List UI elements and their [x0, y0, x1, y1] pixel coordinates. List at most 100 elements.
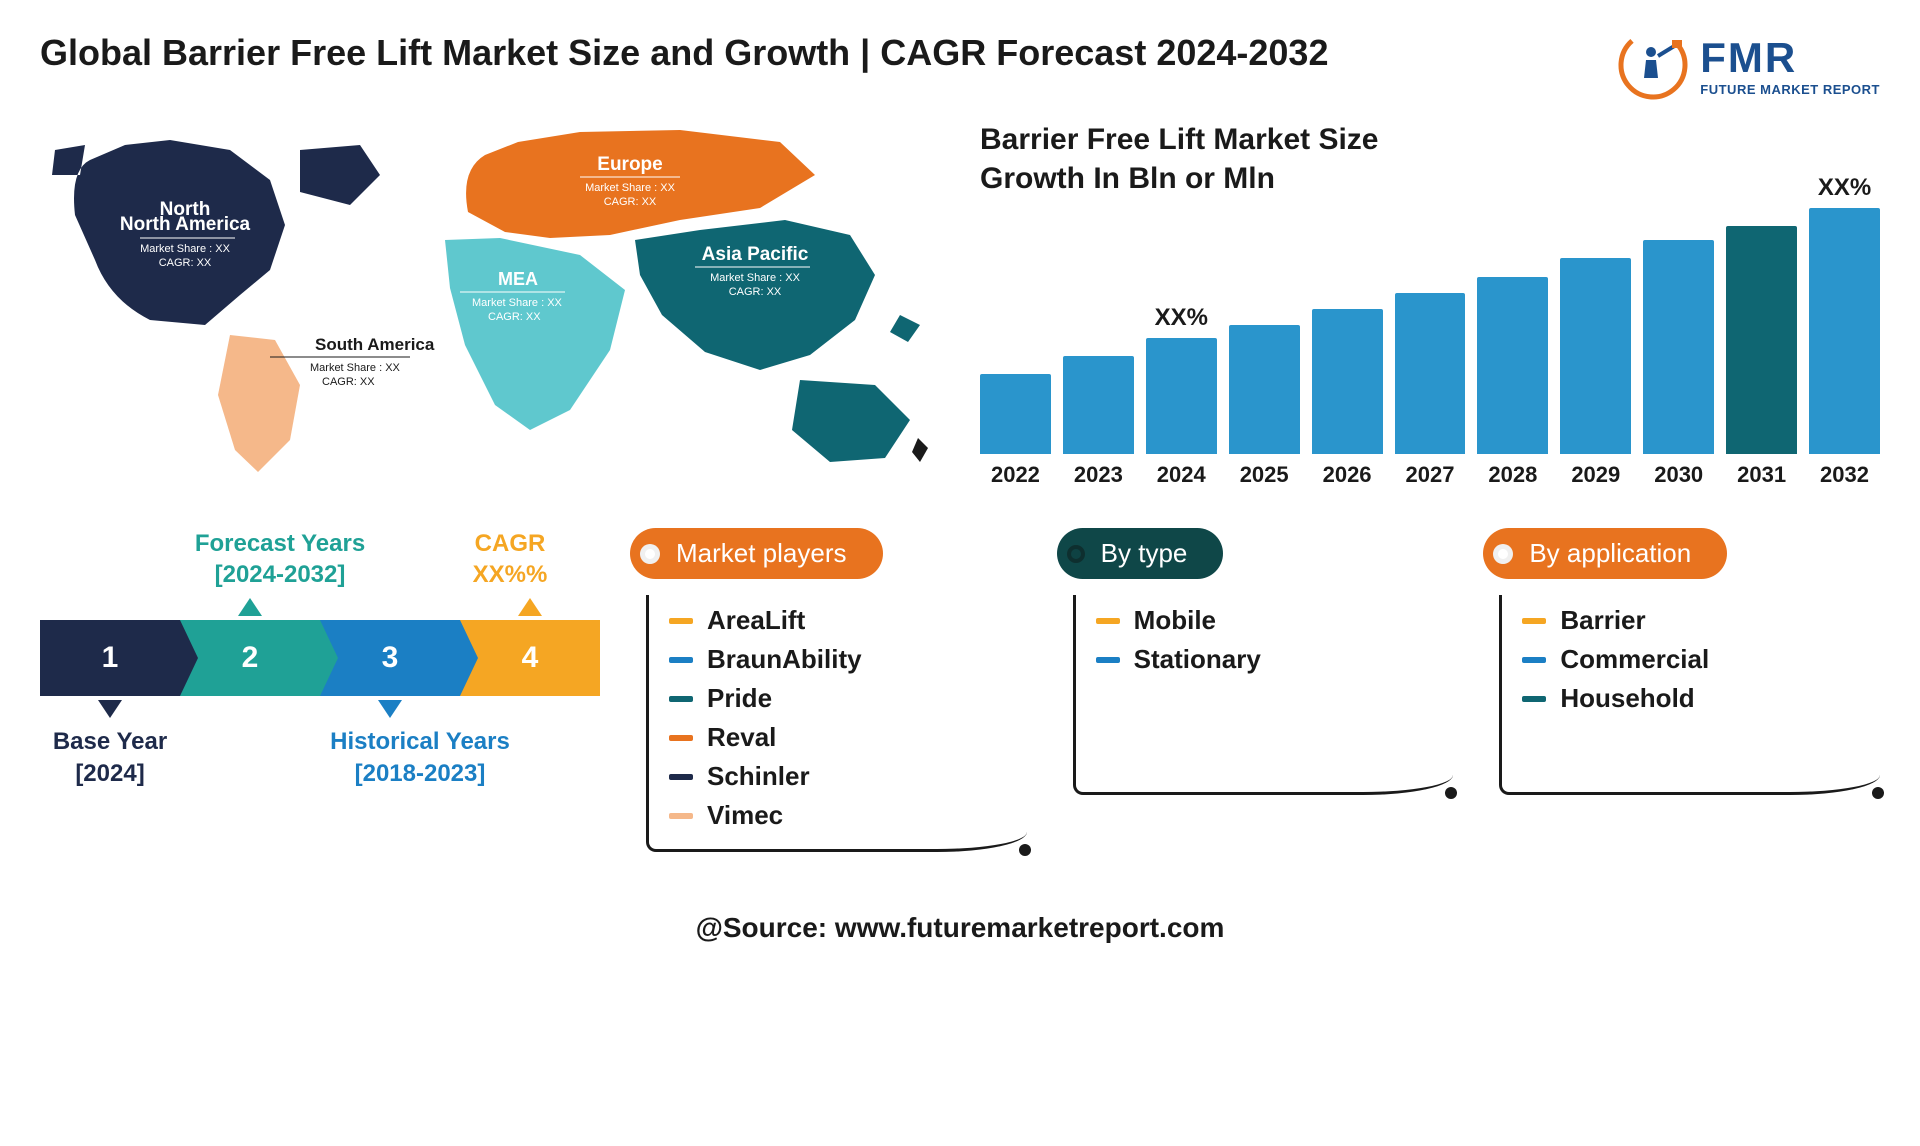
- logo: FMR FUTURE MARKET REPORT: [1618, 30, 1880, 100]
- bar-2025: 2025: [1229, 325, 1300, 488]
- svg-text:Market Share : XX: Market Share : XX: [710, 272, 801, 284]
- list-item: Schinler: [669, 757, 1027, 796]
- list-item: Mobile: [1096, 601, 1454, 640]
- bar-year-label: 2029: [1571, 462, 1620, 488]
- world-map: North America North Market Share : XX CA…: [40, 120, 940, 480]
- page-title: Global Barrier Free Lift Market Size and…: [40, 30, 1328, 77]
- cagr-label: CAGRXX%%: [450, 528, 570, 590]
- svg-text:North: North: [160, 199, 211, 220]
- logo-icon: [1618, 30, 1688, 100]
- bar: [1229, 325, 1300, 454]
- base-year-label: Base Year[2024]: [40, 726, 180, 788]
- list-item-label: Reval: [707, 722, 776, 753]
- bar: [980, 374, 1051, 454]
- by-type-section: By type Mobile Stationary: [1057, 528, 1454, 795]
- bar-2031: 2031: [1726, 226, 1797, 488]
- bar-2028: 2028: [1477, 277, 1548, 488]
- historical-label: Historical Years[2018-2023]: [320, 726, 520, 788]
- list-item: Stationary: [1096, 640, 1454, 679]
- list-dash-icon: [669, 657, 693, 663]
- svg-text:CAGR: XX: CAGR: XX: [159, 257, 212, 269]
- timeline-segment-2: 2: [180, 620, 320, 696]
- list-item-label: Stationary: [1134, 644, 1261, 675]
- list-item-label: BraunAbility: [707, 644, 862, 675]
- svg-text:CAGR: XX: CAGR: XX: [604, 196, 657, 208]
- bar-annotation: XX%: [1155, 304, 1208, 332]
- list-item: Vimec: [669, 796, 1027, 835]
- list-dash-icon: [1522, 618, 1546, 624]
- bar-2027: 2027: [1395, 293, 1466, 488]
- bar: [1726, 226, 1797, 454]
- application-pill: By application: [1483, 528, 1727, 579]
- list-dash-icon: [669, 813, 693, 819]
- bar-chart: Barrier Free Lift Market Size Growth In …: [980, 120, 1880, 488]
- bar-year-label: 2022: [991, 462, 1040, 488]
- bar-2029: 2029: [1560, 258, 1631, 488]
- bar-year-label: 2024: [1157, 462, 1206, 488]
- bar-year-label: 2023: [1074, 462, 1123, 488]
- svg-text:CAGR: XX: CAGR: XX: [729, 286, 782, 298]
- bar-annotation: XX%: [1818, 174, 1871, 202]
- bar: [1477, 277, 1548, 454]
- bar-year-label: 2031: [1737, 462, 1786, 488]
- svg-text:CAGR: XX: CAGR: XX: [322, 376, 375, 388]
- list-item-label: Vimec: [707, 800, 783, 831]
- timeline-segment-1: 1: [40, 620, 180, 696]
- source-attribution: @Source: www.futuremarketreport.com: [40, 912, 1880, 944]
- list-dash-icon: [1096, 657, 1120, 663]
- chart-title: Barrier Free Lift Market Size Growth In …: [980, 120, 1380, 198]
- bar-2023: 2023: [1063, 356, 1134, 488]
- map-label-ap: Asia Pacific: [702, 244, 809, 265]
- bar: [1063, 356, 1134, 454]
- list-item-label: Schinler: [707, 761, 810, 792]
- timeline-segment-3: 3: [320, 620, 460, 696]
- list-item-label: Barrier: [1560, 605, 1645, 636]
- bar-year-label: 2030: [1654, 462, 1703, 488]
- svg-text:Market Share : XX: Market Share : XX: [310, 362, 401, 374]
- bar: [1146, 338, 1217, 454]
- list-dash-icon: [669, 618, 693, 624]
- list-item-label: Commercial: [1560, 644, 1709, 675]
- bar: [1395, 293, 1466, 454]
- bar-year-label: 2028: [1488, 462, 1537, 488]
- map-label-sa: South America: [315, 335, 435, 354]
- list-item-label: Household: [1560, 683, 1694, 714]
- svg-text:CAGR: XX: CAGR: XX: [488, 311, 541, 323]
- market-players-section: Market players AreaLift BraunAbility Pride…: [630, 528, 1027, 852]
- by-application-section: By application Barrier Commercial Househol…: [1483, 528, 1880, 795]
- list-dash-icon: [1522, 657, 1546, 663]
- bar-2022: 2022: [980, 374, 1051, 488]
- list-item: BraunAbility: [669, 640, 1027, 679]
- list-item: Household: [1522, 679, 1880, 718]
- svg-text:Market Share : XX: Market Share : XX: [472, 297, 563, 309]
- bar: [1312, 309, 1383, 454]
- bar-year-label: 2025: [1240, 462, 1289, 488]
- list-item: Pride: [669, 679, 1027, 718]
- map-label-mea: MEA: [498, 269, 538, 289]
- bar-2026: 2026: [1312, 309, 1383, 488]
- list-dash-icon: [669, 774, 693, 780]
- type-pill: By type: [1057, 528, 1224, 579]
- list-item: AreaLift: [669, 601, 1027, 640]
- timeline-segment-4: 4: [460, 620, 600, 696]
- list-dash-icon: [669, 696, 693, 702]
- logo-main-text: FMR: [1700, 34, 1880, 82]
- bar-year-label: 2032: [1820, 462, 1869, 488]
- forecast-label: Forecast Years[2024-2032]: [180, 528, 380, 590]
- list-dash-icon: [1096, 618, 1120, 624]
- bar-year-label: 2026: [1323, 462, 1372, 488]
- list-item: Barrier: [1522, 601, 1880, 640]
- list-dash-icon: [1522, 696, 1546, 702]
- list-item-label: Pride: [707, 683, 772, 714]
- bar: [1560, 258, 1631, 454]
- map-label-eu: Europe: [597, 154, 662, 175]
- bar-year-label: 2027: [1406, 462, 1455, 488]
- list-item: Commercial: [1522, 640, 1880, 679]
- bar-2024: XX% 2024: [1146, 304, 1217, 488]
- bar-2030: 2030: [1643, 240, 1714, 488]
- bar: [1643, 240, 1714, 454]
- list-item-label: AreaLift: [707, 605, 805, 636]
- svg-text:Market Share : XX: Market Share : XX: [140, 243, 231, 255]
- timeline: Forecast Years[2024-2032] CAGRXX%% 1234 …: [40, 528, 600, 789]
- players-pill: Market players: [630, 528, 883, 579]
